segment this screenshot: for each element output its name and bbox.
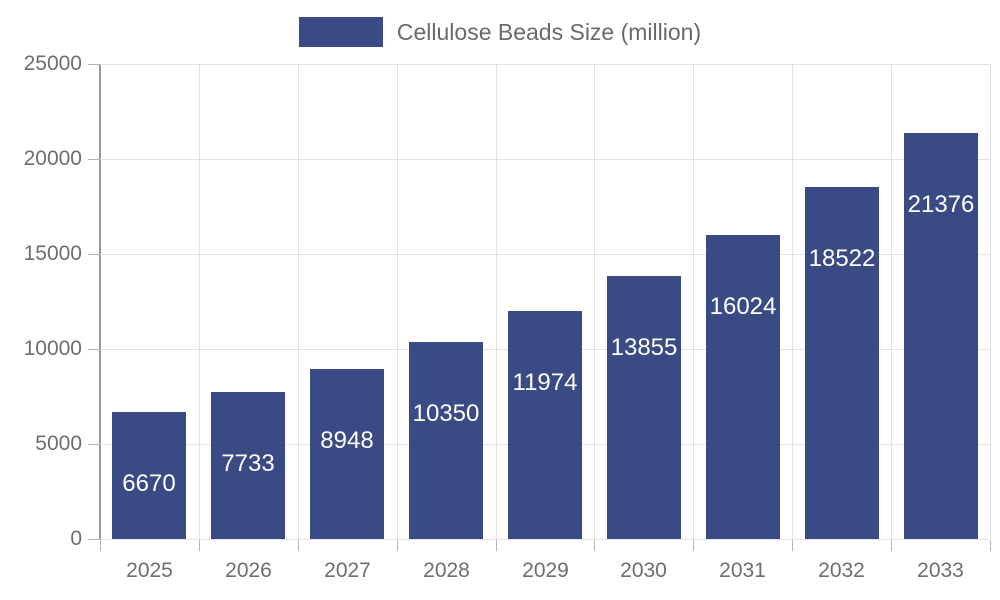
gridline-vertical (397, 64, 398, 539)
x-axis-tick-label: 2027 (324, 559, 371, 582)
legend-label: Cellulose Beads Size (million) (396, 18, 702, 45)
x-axis-tick-mark (693, 540, 694, 551)
y-axis-tick-label: 25000 (23, 52, 82, 75)
x-axis-tick-mark (298, 540, 299, 551)
y-axis-tick-mark (88, 349, 100, 350)
x-axis-tick-label: 2028 (423, 559, 470, 582)
legend-color-swatch (298, 17, 383, 47)
gridline-vertical (792, 64, 793, 539)
bar[interactable] (607, 276, 681, 539)
gridline-vertical (891, 64, 892, 539)
bar[interactable] (904, 133, 978, 539)
x-axis-tick-mark (100, 540, 101, 551)
y-axis-tick-label: 20000 (23, 147, 82, 170)
gridline-vertical (496, 64, 497, 539)
x-axis-tick-mark (792, 540, 793, 551)
gridline-vertical (693, 64, 694, 539)
y-axis-tick-label: 15000 (23, 242, 82, 265)
x-axis-tick-mark (397, 540, 398, 551)
x-axis-tick-label: 2031 (719, 559, 766, 582)
y-axis-line (99, 64, 101, 540)
x-axis-tick-mark (496, 540, 497, 551)
y-axis-tick-label: 5000 (35, 432, 82, 455)
x-axis-tick-label: 2032 (818, 559, 865, 582)
bar[interactable] (805, 187, 879, 539)
plot-area: 6670 7733 8948 10350 11974 13855 16024 18522 213… (100, 64, 991, 540)
x-axis-tick-mark (891, 540, 892, 551)
y-axis-tick-mark (88, 64, 100, 65)
y-axis-tick-mark (88, 444, 100, 445)
y-axis-tick-mark (88, 254, 100, 255)
y-axis-tick-label: 0 (70, 527, 82, 550)
x-axis-tick-mark (594, 540, 595, 551)
bar[interactable] (310, 369, 384, 539)
gridline-horizontal (100, 539, 990, 540)
gridline-horizontal (100, 254, 990, 255)
gridline-vertical (199, 64, 200, 539)
y-axis-tick-label: 10000 (23, 337, 82, 360)
y-axis-tick-mark (88, 539, 100, 540)
gridline-vertical (298, 64, 299, 539)
bar[interactable] (112, 412, 186, 539)
x-axis-tick-label: 2033 (917, 559, 964, 582)
x-axis-tick-label: 2026 (225, 559, 272, 582)
bar[interactable] (706, 235, 780, 539)
x-axis-tick-mark (199, 540, 200, 551)
gridline-vertical (594, 64, 595, 539)
x-axis-tick-label: 2030 (620, 559, 667, 582)
x-axis-tick-label: 2025 (126, 559, 173, 582)
bar[interactable] (409, 342, 483, 539)
gridline-horizontal (100, 159, 990, 160)
y-axis-tick-mark (88, 159, 100, 160)
gridline-vertical (990, 64, 991, 539)
gridline-horizontal (100, 64, 990, 65)
chart-legend: Cellulose Beads Size (million) (0, 10, 1000, 54)
bar[interactable] (211, 392, 285, 539)
x-axis-tick-label: 2029 (522, 559, 569, 582)
x-axis-tick-mark (990, 540, 991, 551)
bar[interactable] (508, 311, 582, 539)
